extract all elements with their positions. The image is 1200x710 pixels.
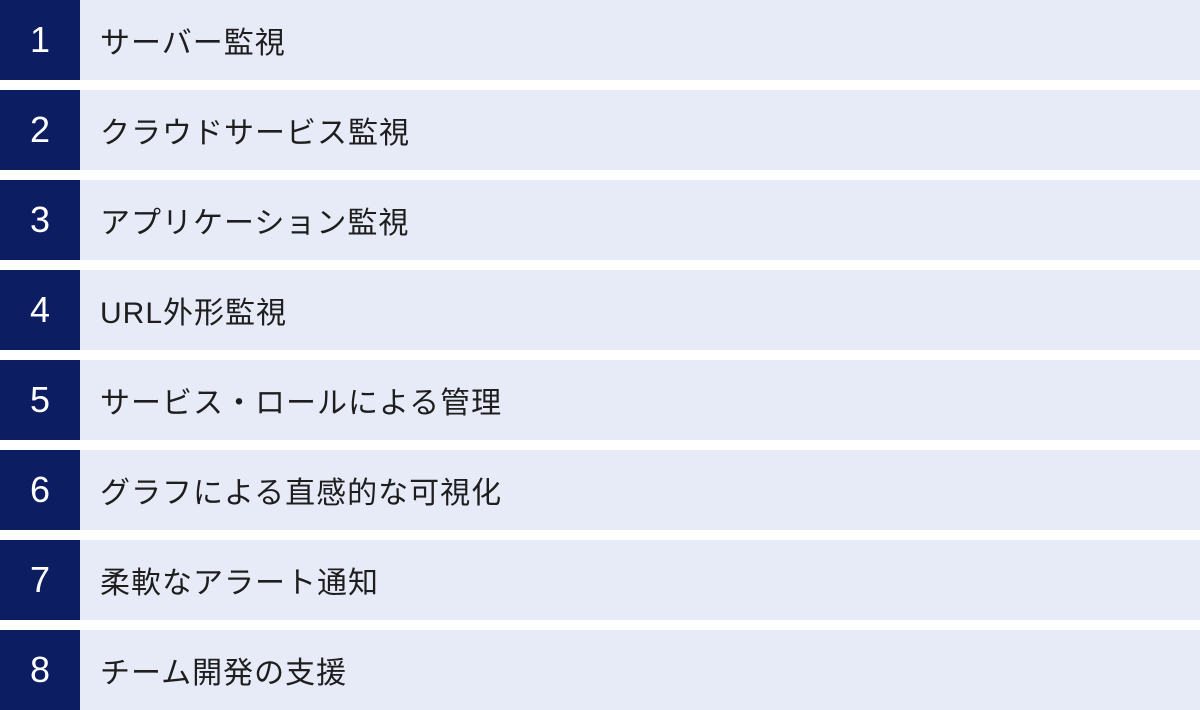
item-number-badge: 8: [0, 630, 80, 710]
item-label: サーバー監視: [80, 0, 1200, 80]
item-number-badge: 4: [0, 270, 80, 350]
item-number-badge: 6: [0, 450, 80, 530]
item-label: クラウドサービス監視: [80, 90, 1200, 170]
list-item: 5 サービス・ロールによる管理: [0, 360, 1200, 440]
item-label: アプリケーション監視: [80, 180, 1200, 260]
item-label: グラフによる直感的な可視化: [80, 450, 1200, 530]
item-label: 柔軟なアラート通知: [80, 540, 1200, 620]
item-number-badge: 3: [0, 180, 80, 260]
item-label: URL外形監視: [80, 270, 1200, 350]
list-item: 2 クラウドサービス監視: [0, 90, 1200, 170]
item-number-badge: 7: [0, 540, 80, 620]
list-item: 1 サーバー監視: [0, 0, 1200, 80]
item-label: チーム開発の支援: [80, 630, 1200, 710]
item-number-badge: 1: [0, 0, 80, 80]
list-item: 3 アプリケーション監視: [0, 180, 1200, 260]
item-label: サービス・ロールによる管理: [80, 360, 1200, 440]
item-number-badge: 2: [0, 90, 80, 170]
list-item: 4 URL外形監視: [0, 270, 1200, 350]
list-item: 6 グラフによる直感的な可視化: [0, 450, 1200, 530]
item-number-badge: 5: [0, 360, 80, 440]
list-item: 7 柔軟なアラート通知: [0, 540, 1200, 620]
list-item: 8 チーム開発の支援: [0, 630, 1200, 710]
